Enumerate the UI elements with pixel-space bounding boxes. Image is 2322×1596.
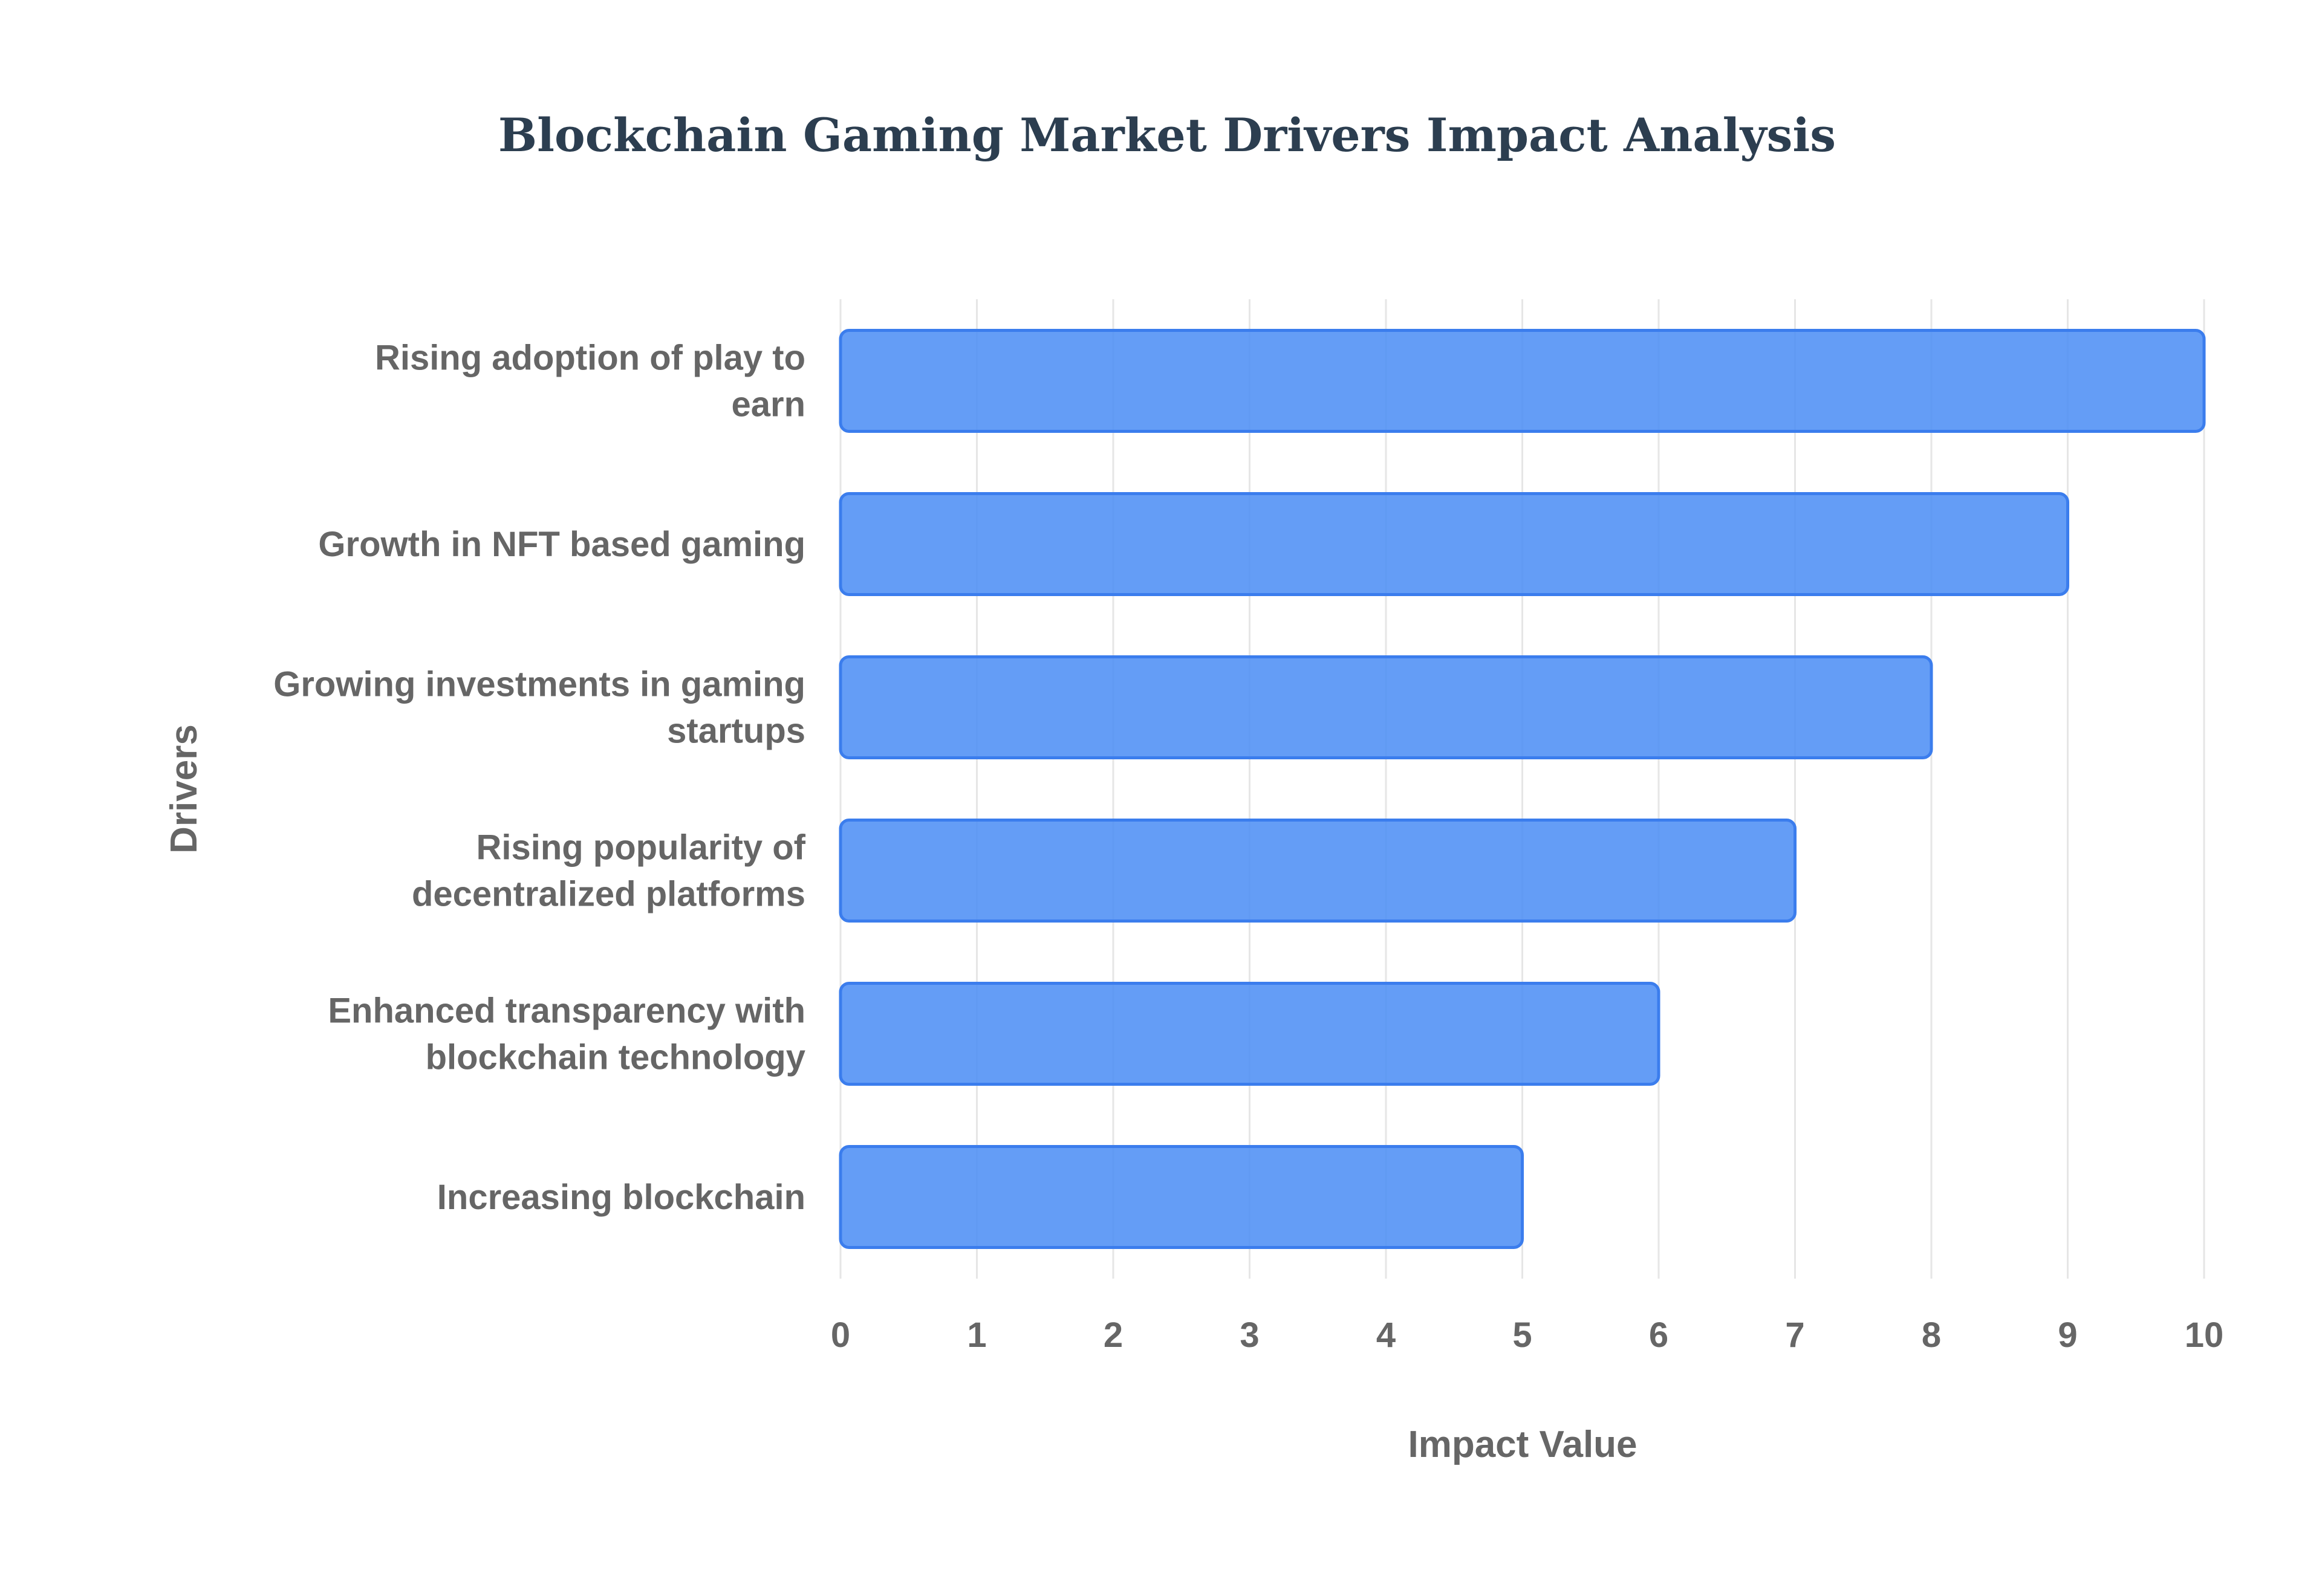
- bar: [839, 819, 1797, 923]
- x-axis-title: Impact Value: [1408, 1424, 1637, 1465]
- bar: [839, 982, 1660, 1086]
- category-label: Growing investments in gaming startups: [273, 665, 805, 751]
- category-label: Rising popularity of decentralized platfo…: [412, 828, 806, 914]
- x-tick-label: 5: [1512, 1315, 1532, 1355]
- bar: [839, 492, 2069, 596]
- category-label: Growth in NFT based gaming: [318, 525, 805, 564]
- x-tick-label: 8: [1922, 1315, 1941, 1355]
- bars: [839, 329, 2206, 1249]
- bar: [839, 329, 2206, 433]
- category-labels: Rising adoption of play to earn Growth in …: [273, 339, 805, 1218]
- x-tick-label: 0: [831, 1315, 850, 1355]
- x-tick-label: 9: [2058, 1315, 2077, 1355]
- category-label: Rising adoption of play to earn: [375, 339, 805, 424]
- y-axis-title: Drivers: [163, 724, 205, 854]
- category-label: Enhanced transparency with blockchain tec…: [328, 991, 805, 1077]
- bar: [839, 655, 1933, 759]
- category-label: Increasing blockchain: [437, 1178, 805, 1217]
- x-tick-label: 1: [967, 1315, 986, 1355]
- x-tick-label: 6: [1649, 1315, 1668, 1355]
- x-tick-label: 7: [1785, 1315, 1804, 1355]
- x-tick-label: 4: [1376, 1315, 1396, 1355]
- x-tick-labels: 0 1 2 3 4 5 6 7 8 9 10: [831, 1315, 2223, 1355]
- x-tick-label: 2: [1104, 1315, 1123, 1355]
- bar: [839, 1145, 1524, 1249]
- x-tick-label: 10: [2185, 1315, 2224, 1355]
- grid-lines: [839, 299, 2205, 1279]
- x-tick-label: 3: [1240, 1315, 1259, 1355]
- chart-title: Blockchain Gaming Market Drivers Impact …: [498, 108, 1836, 162]
